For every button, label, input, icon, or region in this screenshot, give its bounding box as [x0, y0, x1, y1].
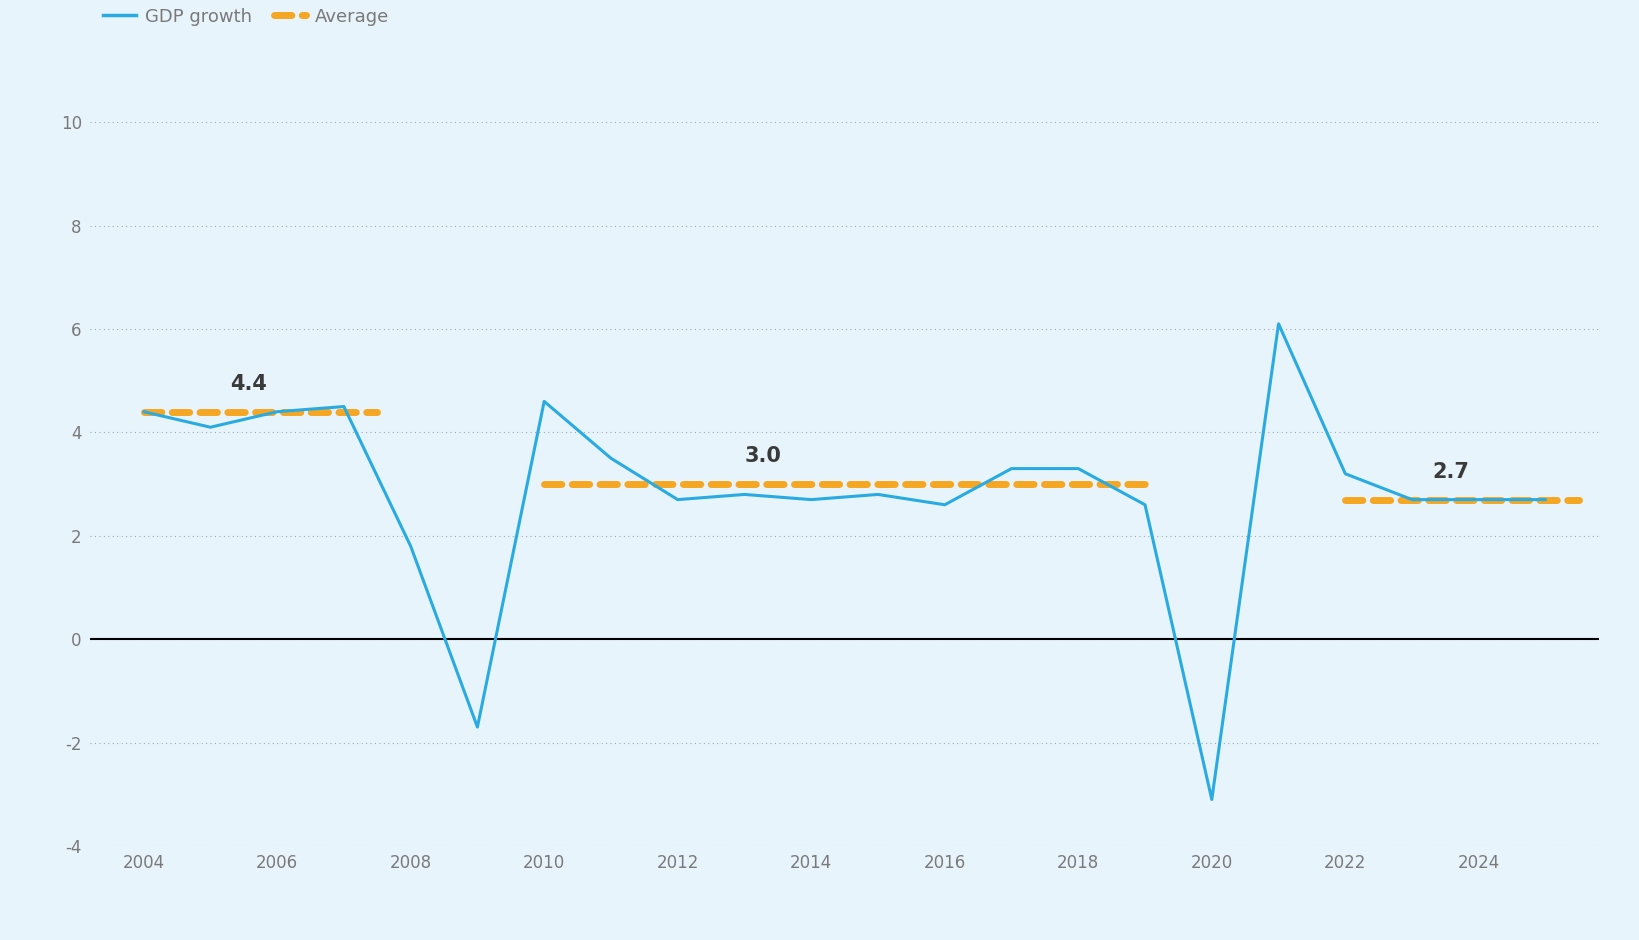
Text: 2.7: 2.7	[1431, 462, 1469, 481]
Text: 3.0: 3.0	[744, 446, 780, 466]
Text: 4.4: 4.4	[229, 373, 267, 394]
Legend: GDP growth, Average: GDP growth, Average	[97, 1, 397, 34]
